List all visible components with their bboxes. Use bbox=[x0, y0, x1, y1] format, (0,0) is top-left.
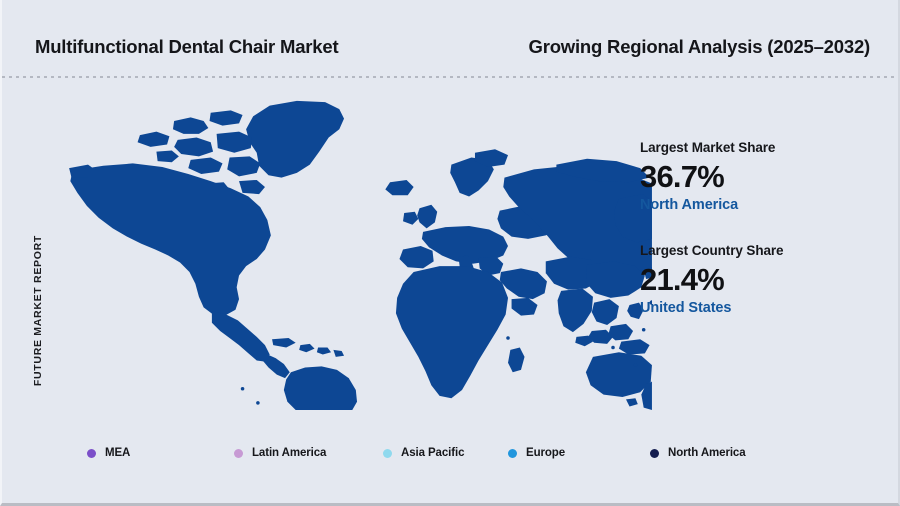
legend-dot-icon bbox=[87, 448, 96, 458]
stat-value: 21.4% bbox=[640, 261, 725, 297]
legend-dot-icon bbox=[508, 448, 517, 458]
legend-item-asia-pacific: Asia Pacific bbox=[383, 447, 464, 459]
header-bar: Multifunctional Dental Chair Market Grow… bbox=[2, 0, 898, 78]
legend-item-north-america: North America bbox=[650, 447, 746, 459]
stat-label: Largest Country Share bbox=[640, 242, 784, 258]
legend-label: Latin America bbox=[252, 447, 327, 459]
page-title: Multifunctional Dental Chair Market bbox=[35, 36, 339, 57]
legend-dot-icon bbox=[650, 448, 659, 458]
legend-label: North America bbox=[668, 447, 746, 459]
world-map-svg bbox=[69, 100, 652, 410]
stat-region: United States bbox=[640, 299, 732, 316]
page-subtitle: Growing Regional Analysis (2025–2032) bbox=[528, 36, 871, 57]
world-map bbox=[62, 95, 652, 410]
legend-label: MEA bbox=[105, 447, 131, 459]
legend-dot-icon bbox=[234, 448, 243, 458]
legend-dot-icon bbox=[383, 448, 392, 458]
header-divider bbox=[2, 76, 898, 78]
stat-largest-country-share: Largest Country Share 21.4% United State… bbox=[640, 243, 875, 316]
stat-value: 36.7% bbox=[640, 159, 725, 194]
stat-label: Largest Market Share bbox=[640, 140, 776, 155]
legend-item-mea: MEA bbox=[87, 447, 130, 459]
legend-item-latin-america: Latin America bbox=[234, 447, 326, 459]
map-landmasses bbox=[69, 100, 652, 410]
legend-item-europe: Europe bbox=[508, 447, 565, 459]
brand-vertical-label: FUTURE MARKET REPORT bbox=[32, 235, 44, 387]
legend-label: Europe bbox=[526, 447, 566, 459]
stats-panel: Largest Market Share 36.7% North America… bbox=[640, 140, 875, 316]
stat-largest-market-share: Largest Market Share 36.7% North America bbox=[640, 140, 875, 213]
stat-region: North America bbox=[640, 196, 739, 213]
map-legend: MEA Latin America Asia Pacific Europe No… bbox=[87, 447, 787, 467]
legend-label: Asia Pacific bbox=[401, 447, 465, 459]
